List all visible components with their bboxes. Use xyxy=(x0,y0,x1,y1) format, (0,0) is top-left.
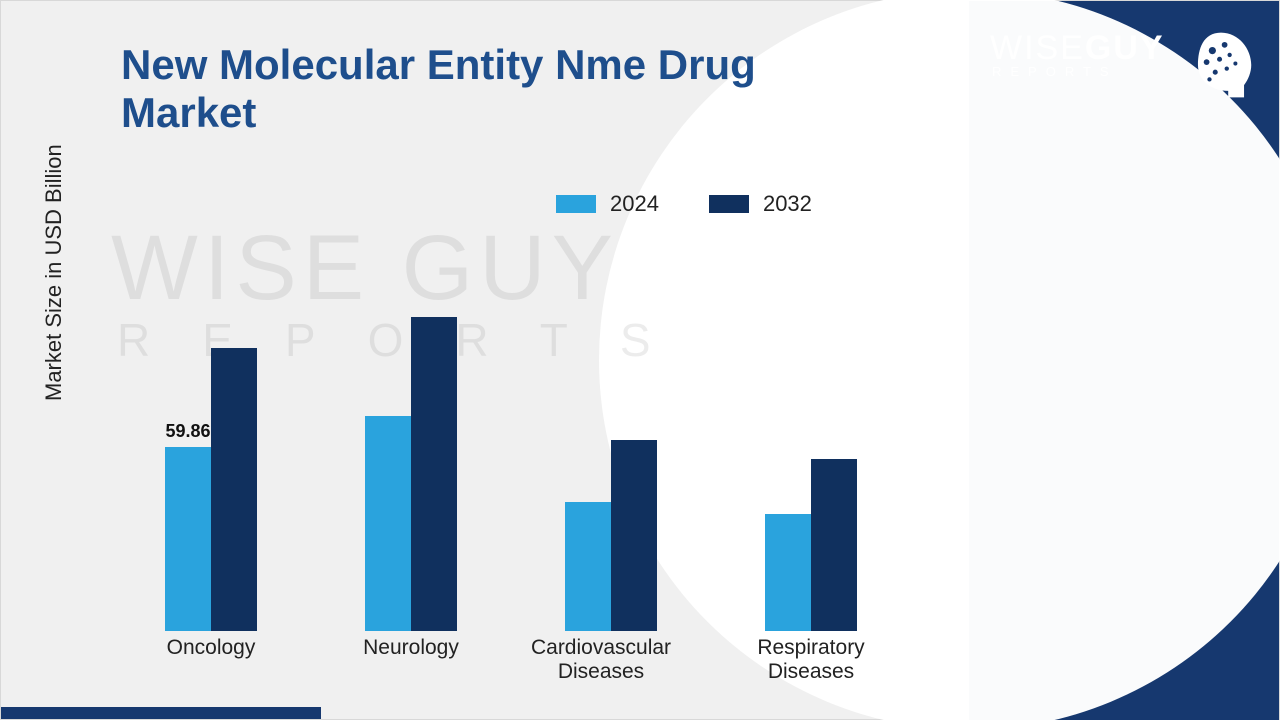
bar-group xyxy=(341,317,481,631)
legend: 2024 2032 xyxy=(556,191,812,217)
y-axis-label: Market Size in USD Billion xyxy=(41,144,67,401)
bar: 59.86 xyxy=(165,447,211,631)
brand-head-icon xyxy=(1185,29,1257,101)
legend-swatch-2032 xyxy=(709,195,749,213)
bar xyxy=(765,514,811,631)
bar xyxy=(211,348,257,631)
category-label: Neurology xyxy=(321,636,501,660)
bar-group xyxy=(741,459,881,631)
bar xyxy=(565,502,611,631)
legend-item-2024: 2024 xyxy=(556,191,659,217)
bar xyxy=(365,416,411,631)
bar xyxy=(811,459,857,631)
bar xyxy=(611,440,657,631)
bar-group: 59.86 xyxy=(141,348,281,631)
legend-label-2024: 2024 xyxy=(610,191,659,217)
category-label: Oncology xyxy=(121,636,301,660)
chart-title: New Molecular Entity Nme Drug Market xyxy=(121,41,821,138)
brand-logo: WISEGUY REPORTS xyxy=(990,29,1255,79)
brand-word-1: WISE xyxy=(990,29,1085,67)
chart-card: WISE GUY REPORTS WISEGUY REPORTS New Mol… xyxy=(0,0,1280,720)
category-label: Respiratory Diseases xyxy=(721,636,901,684)
legend-swatch-2024 xyxy=(556,195,596,213)
brand-word-2: GUY xyxy=(1085,29,1165,67)
footer-strip xyxy=(1,707,321,719)
category-label: Cardiovascular Diseases xyxy=(511,636,691,684)
legend-item-2032: 2032 xyxy=(709,191,812,217)
bar-chart: 59.86OncologyNeurologyCardiovascular Dis… xyxy=(111,231,911,631)
bar-value-label: 59.86 xyxy=(165,421,210,442)
bar xyxy=(411,317,457,631)
legend-label-2032: 2032 xyxy=(763,191,812,217)
bar-group xyxy=(541,440,681,631)
